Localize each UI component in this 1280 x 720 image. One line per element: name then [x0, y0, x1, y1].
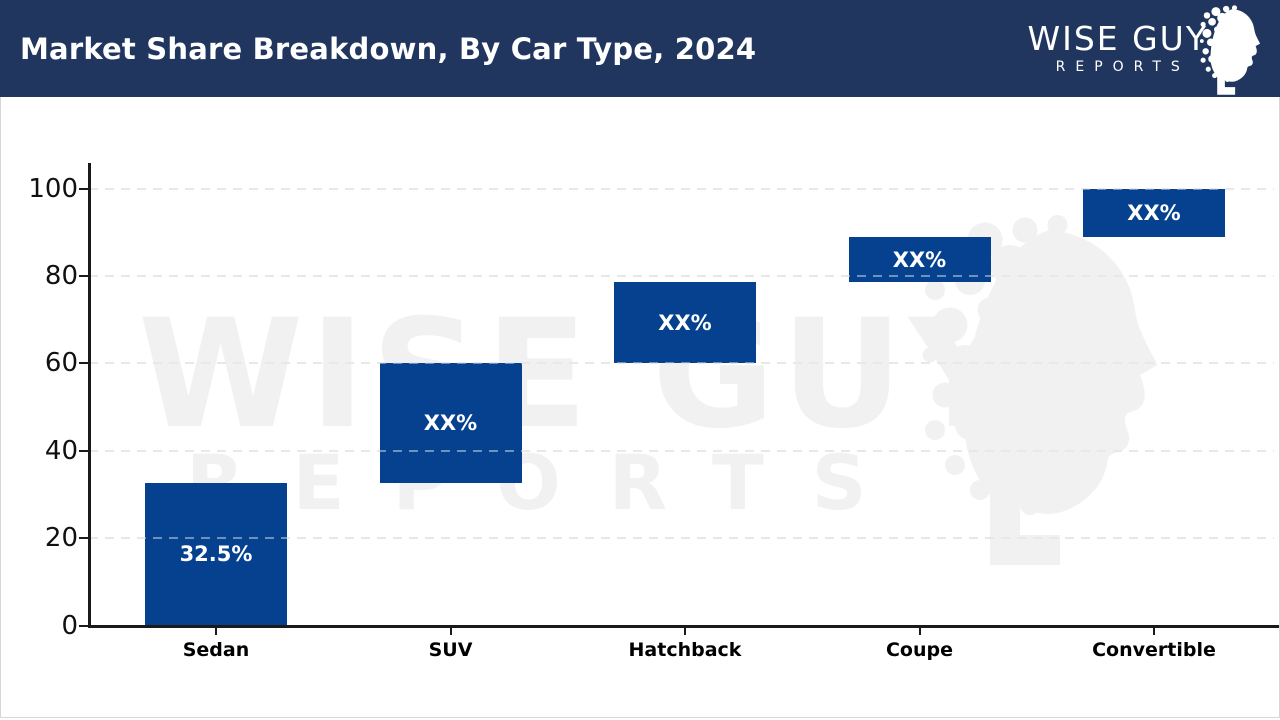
- watermark-wiseguy-text: WISE GUY: [138, 288, 1024, 462]
- y-axis-tick: [79, 362, 88, 365]
- logo-dotted-head-icon: [1198, 5, 1262, 95]
- gridline-overlay-20: [89, 537, 1274, 540]
- gridline-overlay-80: [89, 274, 1274, 277]
- y-axis-tick-label: 20: [44, 523, 78, 554]
- x-category-label-convertible: Convertible: [1092, 639, 1216, 661]
- x-category-label-hatchback: Hatchback: [628, 639, 742, 661]
- gridline-20: [89, 537, 1274, 540]
- brand-logo: WISE GUY REPORTS: [1027, 3, 1262, 95]
- bar-value-label: XX%: [1127, 200, 1181, 225]
- bar-suv: XX%: [379, 363, 522, 484]
- page-title: Market Share Breakdown, By Car Type, 202…: [20, 31, 757, 66]
- y-axis-tick-label: 60: [44, 348, 78, 379]
- bar-value-label: XX%: [892, 247, 947, 272]
- bar-sedan: 32.5%: [145, 483, 287, 626]
- bar-convertible: XX%: [1083, 188, 1225, 237]
- bar-value-label: XX%: [658, 310, 712, 335]
- logo-reports-text: REPORTS: [1055, 58, 1190, 75]
- y-axis-tick-label: 80: [44, 260, 78, 291]
- x-axis-tick: [449, 627, 452, 635]
- frame-border-left: [0, 97, 1, 718]
- brand-wordmark: WISE GUY REPORTS: [1027, 22, 1208, 75]
- x-axis-tick: [1153, 627, 1155, 635]
- header-bar: Market Share Breakdown, By Car Type, 202…: [0, 0, 1280, 97]
- gridline-overlay-40: [89, 449, 1274, 452]
- x-category-label-suv: SUV: [428, 639, 473, 661]
- y-axis-tick: [79, 537, 88, 540]
- frame-border-bottom: [0, 717, 1280, 718]
- y-axis-tick: [79, 274, 88, 277]
- y-axis-tick: [79, 187, 88, 190]
- bar-hatchback: XX%: [614, 282, 756, 364]
- bar-value-label: 32.5%: [179, 542, 253, 567]
- gridline-80: [89, 274, 1274, 277]
- x-axis-tick: [215, 627, 217, 635]
- x-category-label-sedan: Sedan: [182, 639, 250, 661]
- bar-coupe: XX%: [848, 236, 991, 283]
- bar-value-label: XX%: [423, 411, 478, 436]
- y-axis-tick-label: 40: [44, 435, 78, 466]
- gridline-100: [89, 187, 1274, 190]
- gridline-overlay-60: [89, 362, 1274, 365]
- y-axis-tick-label: 100: [28, 173, 78, 204]
- watermark-reports-text: REPORTS: [186, 438, 915, 527]
- gridline-60: [89, 362, 1274, 365]
- x-axis-tick: [684, 627, 686, 635]
- gridline-overlay-100: [89, 187, 1274, 190]
- y-axis-line: [88, 163, 91, 627]
- x-axis-tick: [918, 627, 921, 635]
- y-axis-tick: [79, 624, 88, 627]
- x-category-label-coupe: Coupe: [885, 639, 953, 661]
- x-axis-line: [88, 625, 1280, 628]
- logo-wiseguy-text: WISE GUY: [1027, 19, 1208, 59]
- y-axis-tick-label: 0: [61, 610, 78, 641]
- y-axis-tick: [79, 449, 88, 452]
- gridline-40: [89, 449, 1274, 452]
